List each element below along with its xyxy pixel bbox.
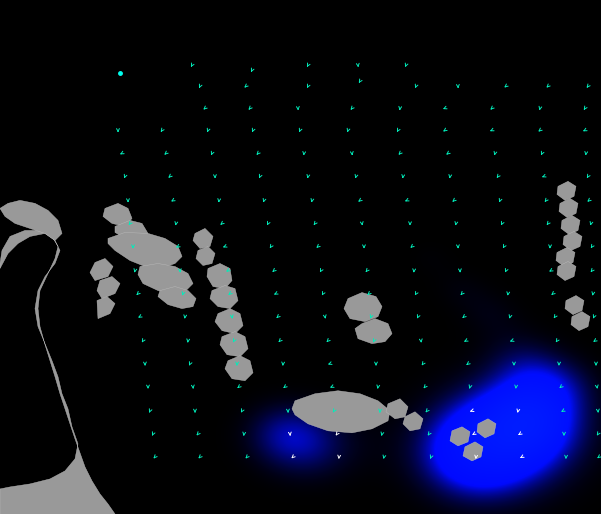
Polygon shape	[108, 232, 182, 268]
Polygon shape	[557, 181, 576, 200]
Polygon shape	[90, 259, 113, 281]
Polygon shape	[103, 204, 132, 227]
Polygon shape	[292, 391, 390, 433]
Polygon shape	[97, 277, 120, 299]
Polygon shape	[97, 297, 115, 319]
Polygon shape	[477, 419, 496, 438]
Text: Arrows show the wind wave direction: Arrows show the wind wave direction	[176, 39, 425, 52]
Polygon shape	[138, 264, 193, 293]
Polygon shape	[355, 319, 392, 344]
Polygon shape	[386, 399, 408, 419]
Polygon shape	[403, 412, 423, 431]
Polygon shape	[158, 286, 196, 308]
Polygon shape	[571, 311, 590, 331]
Polygon shape	[561, 215, 580, 234]
Polygon shape	[115, 221, 148, 241]
Polygon shape	[220, 332, 248, 357]
Polygon shape	[563, 231, 582, 250]
Polygon shape	[557, 262, 576, 281]
Polygon shape	[559, 198, 578, 217]
Polygon shape	[463, 442, 483, 461]
Polygon shape	[225, 356, 253, 381]
Polygon shape	[450, 427, 470, 446]
Polygon shape	[210, 286, 238, 308]
Polygon shape	[565, 296, 584, 315]
Polygon shape	[196, 246, 215, 266]
Polygon shape	[344, 292, 382, 322]
Polygon shape	[0, 200, 62, 241]
Polygon shape	[193, 228, 213, 248]
Polygon shape	[0, 230, 120, 514]
Text: Secondary Swell energy on Saturday 22 Mar at 5pm +11: Secondary Swell energy on Saturday 22 Ma…	[43, 8, 558, 26]
Polygon shape	[215, 308, 243, 334]
Polygon shape	[556, 247, 575, 266]
Polygon shape	[207, 264, 232, 288]
